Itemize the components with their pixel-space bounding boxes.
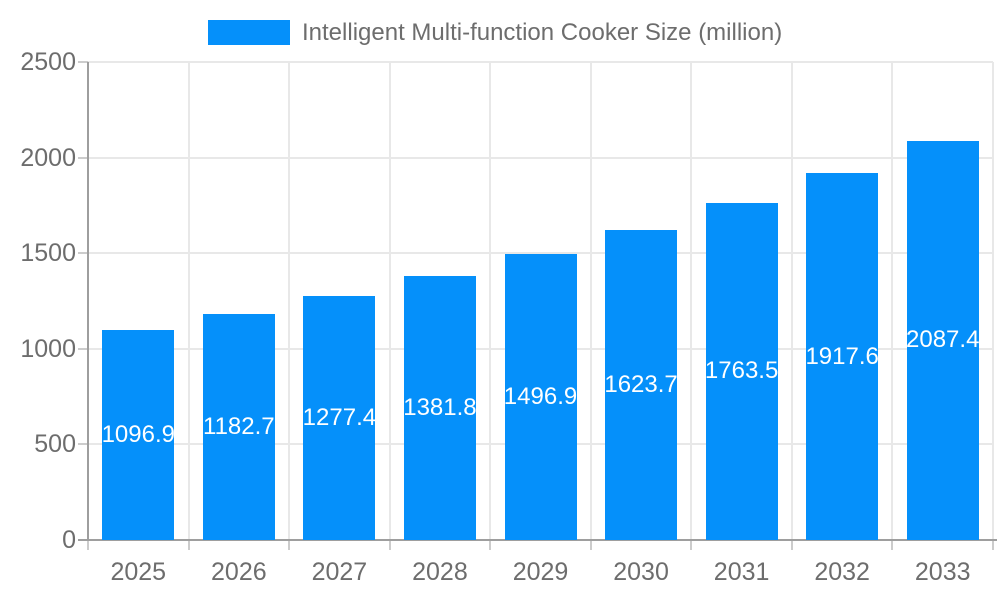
bar-value-label: 2087.4 [906,326,980,354]
legend-label: Intelligent Multi-function Cooker Size (… [302,18,783,46]
bar [303,295,376,540]
v-gridline [690,62,693,540]
x-tick-mark [489,540,492,550]
v-gridline [891,62,894,540]
bar [906,140,979,540]
bar-value-label: 1277.4 [302,403,377,431]
y-tick-mark [78,443,88,446]
x-tick-mark [992,540,994,550]
v-gridline [187,62,190,540]
bar-value-label: 1381.8 [403,393,477,421]
v-gridline [288,62,291,540]
y-tick-label: 500 [34,430,76,459]
y-tick-label: 1000 [20,334,76,363]
bar [605,229,678,540]
legend-swatch [208,20,290,45]
x-tick-label: 2031 [713,558,770,586]
x-tick-mark [87,540,89,550]
v-gridline [489,62,492,540]
x-tick-label: 2032 [814,558,870,586]
x-tick-mark [690,540,693,550]
bar-value-label: 1182.7 [203,412,275,440]
bar [403,275,476,540]
x-tick-mark [891,540,894,550]
x-tick-mark [288,540,291,550]
x-tick-label: 2030 [613,558,669,586]
x-tick-mark [187,540,190,550]
y-tick-mark [78,156,88,159]
y-axis-line [87,62,89,541]
bar [504,253,577,540]
x-tick-label: 2026 [211,558,267,586]
v-gridline [790,62,793,540]
h-gridline [88,156,993,159]
x-tick-label: 2029 [512,558,569,586]
x-tick-label: 2033 [914,558,971,586]
v-gridline [589,62,592,540]
v-gridline [992,62,994,540]
y-tick-mark [78,347,88,350]
bar-value-label: 1917.6 [805,342,879,370]
x-tick-label: 2027 [311,558,368,586]
y-tick-label: 0 [62,526,76,554]
bar-value-label: 1763.5 [704,357,779,385]
x-tick-label: 2025 [110,558,167,586]
y-tick-label: 2000 [20,143,76,172]
y-tick-label: 1500 [20,239,76,268]
h-gridline [88,61,993,63]
bar [102,330,175,540]
h-gridline [88,252,993,255]
bar [705,202,778,540]
x-tick-mark [790,540,793,550]
bar-value-label: 1623.7 [604,370,678,398]
v-gridline [388,62,391,540]
bar-value-label: 1096.9 [101,421,175,449]
x-axis-line [78,539,997,541]
bar-value-label: 1496.9 [503,382,578,410]
legend: Intelligent Multi-function Cooker Size (… [208,18,783,46]
x-tick-mark [589,540,592,550]
bar [806,173,879,540]
bar [202,313,275,540]
y-tick-mark [78,252,88,255]
y-tick-mark [78,61,88,63]
x-tick-mark [388,540,391,550]
x-tick-label: 2028 [412,558,468,586]
y-tick-label: 2500 [20,48,76,76]
